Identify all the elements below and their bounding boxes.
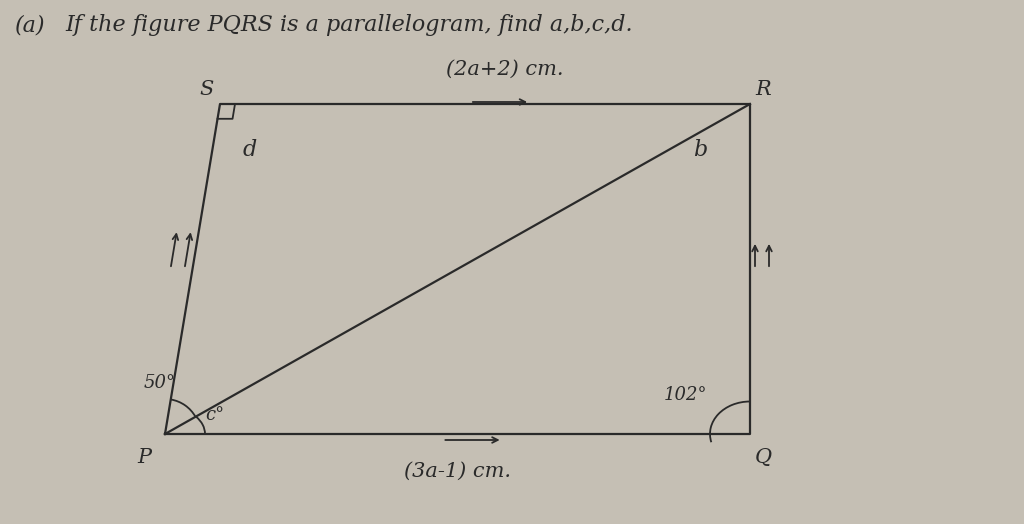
Text: If the figure PQRS is a parallelogram, find a,b,c,d.: If the figure PQRS is a parallelogram, f… bbox=[65, 14, 633, 36]
Text: P: P bbox=[137, 447, 152, 466]
Text: d: d bbox=[243, 139, 257, 161]
Text: c°: c° bbox=[206, 406, 224, 424]
Text: b: b bbox=[693, 139, 708, 161]
Text: 102°: 102° bbox=[664, 386, 707, 404]
Text: (3a-1) cm.: (3a-1) cm. bbox=[404, 462, 511, 481]
Text: 50°: 50° bbox=[144, 374, 176, 392]
Text: R: R bbox=[756, 80, 771, 99]
Text: S: S bbox=[200, 80, 214, 99]
Text: (a): (a) bbox=[15, 14, 45, 36]
Text: Q: Q bbox=[755, 447, 772, 466]
Text: (2a+2) cm.: (2a+2) cm. bbox=[446, 60, 564, 79]
